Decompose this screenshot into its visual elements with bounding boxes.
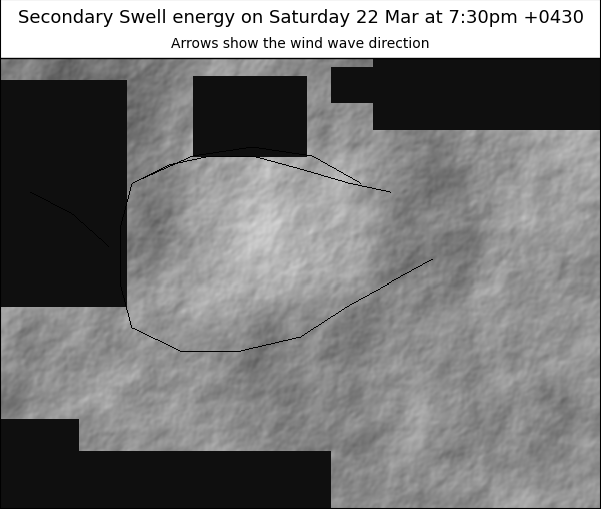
Text: Secondary Swell energy on Saturday 22 Mar at 7:30pm +0430: Secondary Swell energy on Saturday 22 Ma… — [17, 9, 584, 26]
Text: Arrows show the wind wave direction: Arrows show the wind wave direction — [171, 37, 430, 51]
